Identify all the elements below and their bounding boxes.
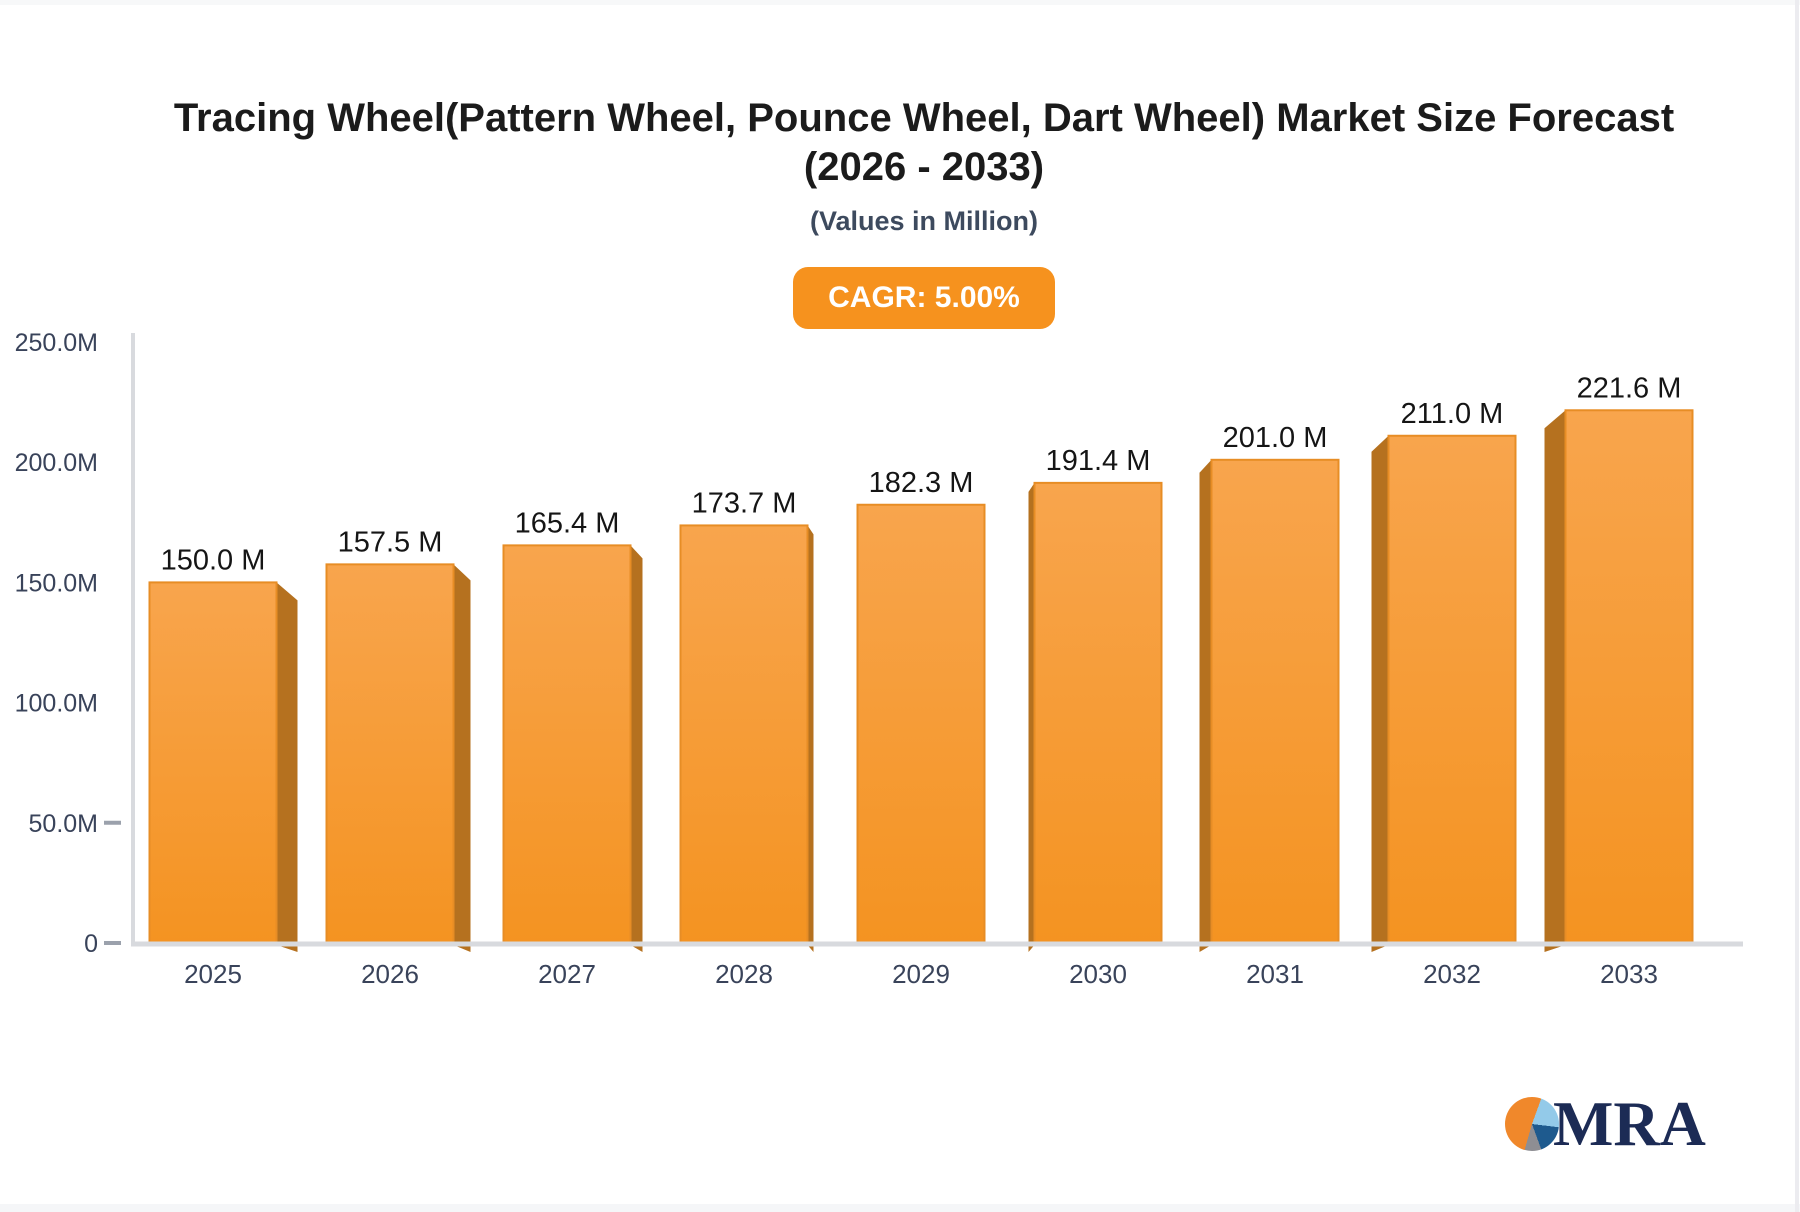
bar-2028[interactable] xyxy=(679,524,809,946)
bar-2025[interactable] xyxy=(148,581,278,947)
chart-header: Tracing Wheel(Pattern Wheel, Pounce Whee… xyxy=(48,94,1800,329)
bar-side-2027 xyxy=(630,545,643,952)
x-axis-label: 2025 xyxy=(184,959,242,989)
page-right-edge xyxy=(1795,0,1799,1212)
cagr-badge: CAGR: 5.00% xyxy=(793,267,1055,329)
bar-value-label: 221.6 M xyxy=(1577,372,1682,404)
y-axis-tick-label: 100.0M xyxy=(15,690,98,718)
x-axis-label: 2031 xyxy=(1246,959,1304,989)
bar-2029[interactable] xyxy=(856,503,986,946)
pie-logo-icon xyxy=(1505,1097,1559,1151)
chart-subtitle: (Values in Million) xyxy=(809,206,1039,236)
bar-2033[interactable] xyxy=(1564,409,1694,946)
bar-side-2031 xyxy=(1199,459,1212,952)
bar-value-label: 201.0 M xyxy=(1223,422,1328,454)
x-axis-label: 2032 xyxy=(1423,959,1481,989)
bar-2027[interactable] xyxy=(502,544,632,947)
bar-value-label: 165.4 M xyxy=(515,507,620,539)
bar-side-2033 xyxy=(1544,410,1566,953)
page-top-edge xyxy=(0,0,1800,5)
bar-side-2026 xyxy=(453,564,471,952)
bar-value-label: 157.5 M xyxy=(338,526,443,558)
bar-side-2030 xyxy=(1028,482,1035,952)
chart-title-line1: Tracing Wheel(Pattern Wheel, Pounce Whee… xyxy=(173,96,1675,140)
bar-value-label: 173.7 M xyxy=(692,487,797,519)
x-axis-label: 2030 xyxy=(1069,959,1127,989)
page-bottom-edge xyxy=(0,1204,1800,1212)
x-axis-label: 2029 xyxy=(892,959,950,989)
bar-2030[interactable] xyxy=(1033,481,1163,946)
x-axis-label: 2026 xyxy=(361,959,419,989)
bar-value-label: 150.0 M xyxy=(161,544,266,576)
x-axis-label: 2033 xyxy=(1600,959,1658,989)
bar-value-label: 211.0 M xyxy=(1401,398,1504,430)
y-axis-tick-label: 250.0M xyxy=(15,329,98,357)
bar-2031[interactable] xyxy=(1210,458,1340,946)
logo-text: MRA xyxy=(1553,1088,1706,1159)
y-axis-tick-label: 0 xyxy=(84,930,98,958)
bar-value-label: 191.4 M xyxy=(1046,445,1151,477)
x-axis-label: 2028 xyxy=(715,959,773,989)
y-axis-tick-label: 200.0M xyxy=(15,449,98,477)
bar-value-label: 182.3 M xyxy=(869,467,974,499)
y-axis-tick-label: 50.0M xyxy=(29,810,98,838)
x-axis-label: 2027 xyxy=(538,959,596,989)
bar-side-2028 xyxy=(807,525,814,952)
chart-title-line2: (2026 - 2033) xyxy=(803,145,1045,189)
bar-side-2025 xyxy=(276,582,298,952)
mra-logo: MRA xyxy=(1505,1088,1765,1165)
bar-side-2032 xyxy=(1371,435,1389,953)
y-axis-tick-label: 150.0M xyxy=(15,569,98,597)
bar-2032[interactable] xyxy=(1387,434,1517,946)
bar-2026[interactable] xyxy=(325,563,455,946)
